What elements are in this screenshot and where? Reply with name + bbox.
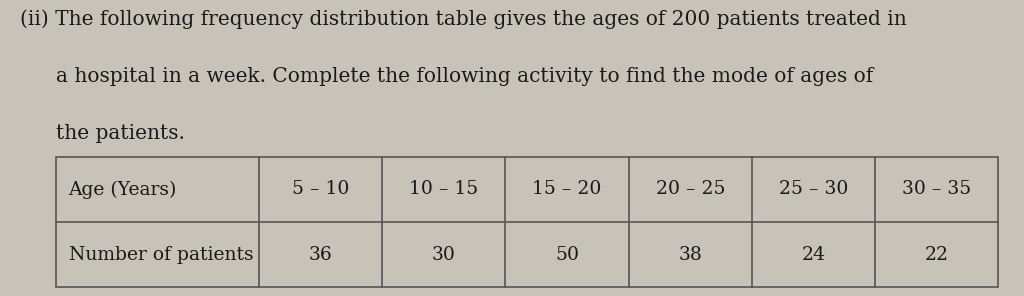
Text: 5 – 10: 5 – 10 (292, 181, 349, 198)
Text: Age (Years): Age (Years) (69, 180, 177, 199)
Text: 10 – 15: 10 – 15 (410, 181, 478, 198)
Text: 25 – 30: 25 – 30 (779, 181, 848, 198)
Text: a hospital in a week. Complete the following activity to find the mode of ages o: a hospital in a week. Complete the follo… (56, 67, 873, 86)
Text: 36: 36 (308, 246, 333, 263)
Text: 30 – 35: 30 – 35 (902, 181, 972, 198)
Text: 20 – 25: 20 – 25 (655, 181, 725, 198)
Text: 50: 50 (555, 246, 579, 263)
Text: 38: 38 (678, 246, 702, 263)
Text: (ii) The following frequency distribution table gives the ages of 200 patients t: (ii) The following frequency distributio… (20, 9, 907, 28)
Text: 24: 24 (802, 246, 825, 263)
Text: 30: 30 (432, 246, 456, 263)
Text: 22: 22 (925, 246, 949, 263)
Text: Number of patients: Number of patients (69, 246, 253, 263)
Text: the patients.: the patients. (56, 124, 185, 143)
Text: 15 – 20: 15 – 20 (532, 181, 602, 198)
